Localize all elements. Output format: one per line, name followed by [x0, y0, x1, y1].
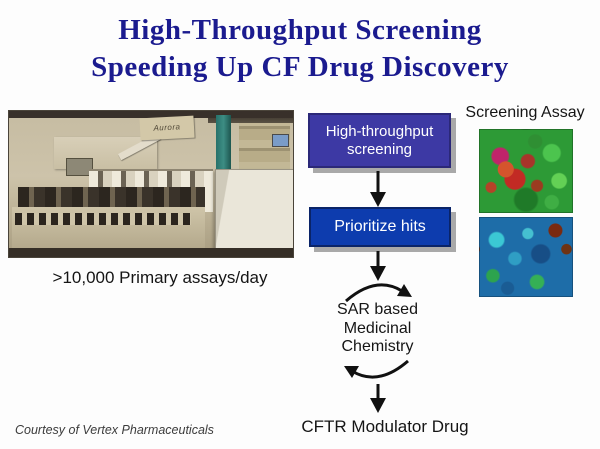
lab-floor — [9, 248, 293, 257]
photo-caption: >10,000 Primary assays/day — [52, 268, 268, 287]
lab-microplate-row — [14, 213, 191, 225]
slide-title-line1: High-Throughput Screening — [118, 14, 482, 46]
flowchart-box-prioritize-hits: Prioritize hits — [309, 207, 451, 247]
lab-photo: Aurora — [8, 110, 294, 258]
sar-line3: Chemistry — [341, 338, 414, 355]
assay-image-blue-green — [479, 217, 573, 297]
slide-title: High-Throughput Screening Speeding Up CF… — [0, 12, 600, 86]
flowchart-box-high-throughput-screening: High-throughput screening — [308, 113, 451, 168]
lab-equipment-row — [17, 186, 205, 211]
down-arrow-3-icon — [370, 384, 386, 413]
sar-medicinal-chemistry-label: SAR based Medicinal Chemistry — [305, 301, 450, 357]
credit-text: Courtesy of Vertex Pharmaceuticals — [15, 423, 214, 437]
cycle-arrow-top-icon — [345, 283, 412, 303]
lab-monitor — [65, 157, 94, 176]
sar-line1: SAR based — [337, 301, 418, 318]
down-arrow-1-icon — [370, 171, 386, 207]
screening-assay-heading: Screening Assay — [465, 104, 585, 121]
aurora-sign: Aurora — [139, 115, 195, 141]
cycle-arrow-bottom-icon — [344, 359, 409, 379]
lab-blue-screen — [271, 134, 290, 147]
slide-title-line2: Speeding Up CF Drug Discovery — [91, 51, 509, 83]
lab-instrument-cabinet — [214, 169, 293, 252]
down-arrow-2-icon — [370, 251, 386, 281]
assay-image-red-green — [479, 129, 573, 213]
sar-line2: Medicinal — [343, 319, 412, 337]
box1-label-line2: screening — [346, 140, 413, 158]
box1-label-line1: High-throughput — [325, 122, 434, 140]
box2-label: Prioritize hits — [334, 218, 426, 235]
lab-ceiling — [9, 111, 293, 118]
cftr-modulator-drug-label: CFTR Modulator Drug — [301, 417, 469, 436]
